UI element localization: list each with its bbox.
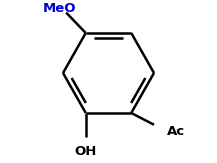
Text: MeO: MeO: [43, 2, 76, 15]
Text: OH: OH: [75, 145, 97, 158]
Text: Ac: Ac: [167, 125, 186, 138]
